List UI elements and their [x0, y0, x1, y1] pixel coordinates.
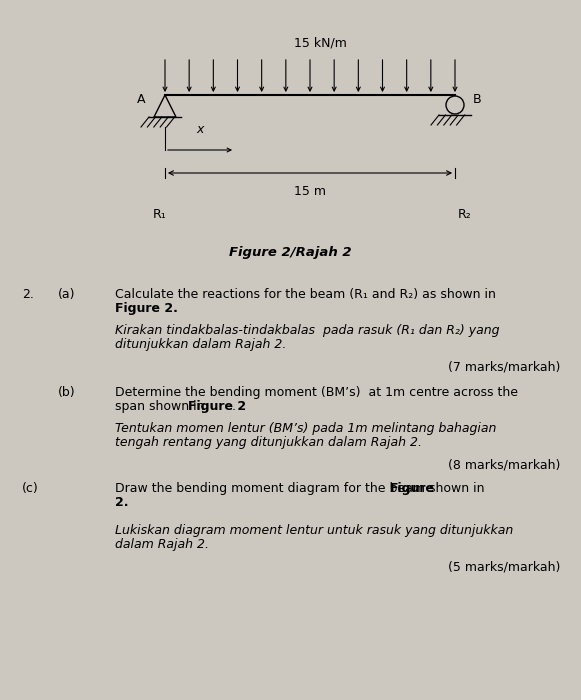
Text: span shown in: span shown in [115, 400, 209, 413]
Text: Figure 2/Rajah 2: Figure 2/Rajah 2 [229, 246, 352, 259]
Text: R₁: R₁ [153, 208, 167, 221]
Text: R₂: R₂ [458, 208, 472, 221]
Text: tengah rentang yang ditunjukkan dalam ​Rajah 2.: tengah rentang yang ditunjukkan dalam ​R… [115, 436, 422, 449]
Text: .: . [232, 400, 236, 413]
Text: 2.: 2. [22, 288, 34, 301]
Text: Draw the bending moment diagram for the beam shown in: Draw the bending moment diagram for the … [115, 482, 489, 495]
Text: Calculate the reactions for the beam (R₁ and R₂) as shown in: Calculate the reactions for the beam (R₁… [115, 288, 496, 301]
Text: x: x [196, 123, 204, 136]
Text: 15 kN/m: 15 kN/m [293, 36, 346, 49]
Text: Determine the bending moment (BM’s)  at 1m centre across the: Determine the bending moment (BM’s) at 1… [115, 386, 518, 399]
Text: (5 marks/markah): (5 marks/markah) [447, 560, 560, 573]
Text: (8 marks/markah): (8 marks/markah) [447, 458, 560, 471]
Text: (c): (c) [22, 482, 39, 495]
Text: (b): (b) [58, 386, 76, 399]
Text: Figure 2: Figure 2 [188, 400, 246, 413]
Text: Figure 2.: Figure 2. [115, 302, 178, 315]
Text: ditunjukkan dalam ​Rajah 2.: ditunjukkan dalam ​Rajah 2. [115, 338, 286, 351]
Text: dalam ​Rajah 2.: dalam ​Rajah 2. [115, 538, 209, 551]
Text: (7 marks/markah): (7 marks/markah) [447, 360, 560, 373]
Text: A: A [137, 93, 145, 106]
Text: Tentukan momen lentur (BM’s) pada 1m melintang bahagian: Tentukan momen lentur (BM’s) pada 1m mel… [115, 422, 496, 435]
Text: 15 m: 15 m [294, 185, 326, 198]
Text: 2.: 2. [115, 496, 128, 509]
Text: Lukiskan diagram moment lentur untuk rasuk yang ditunjukkan: Lukiskan diagram moment lentur untuk ras… [115, 524, 513, 537]
Text: Kirakan tindakbalas-tindakbalas  pada rasuk (R₁ dan R₂) yang: Kirakan tindakbalas-tindakbalas pada ras… [115, 324, 500, 337]
Text: B: B [473, 93, 482, 106]
Text: (a): (a) [58, 288, 76, 301]
Text: Figure: Figure [390, 482, 435, 495]
